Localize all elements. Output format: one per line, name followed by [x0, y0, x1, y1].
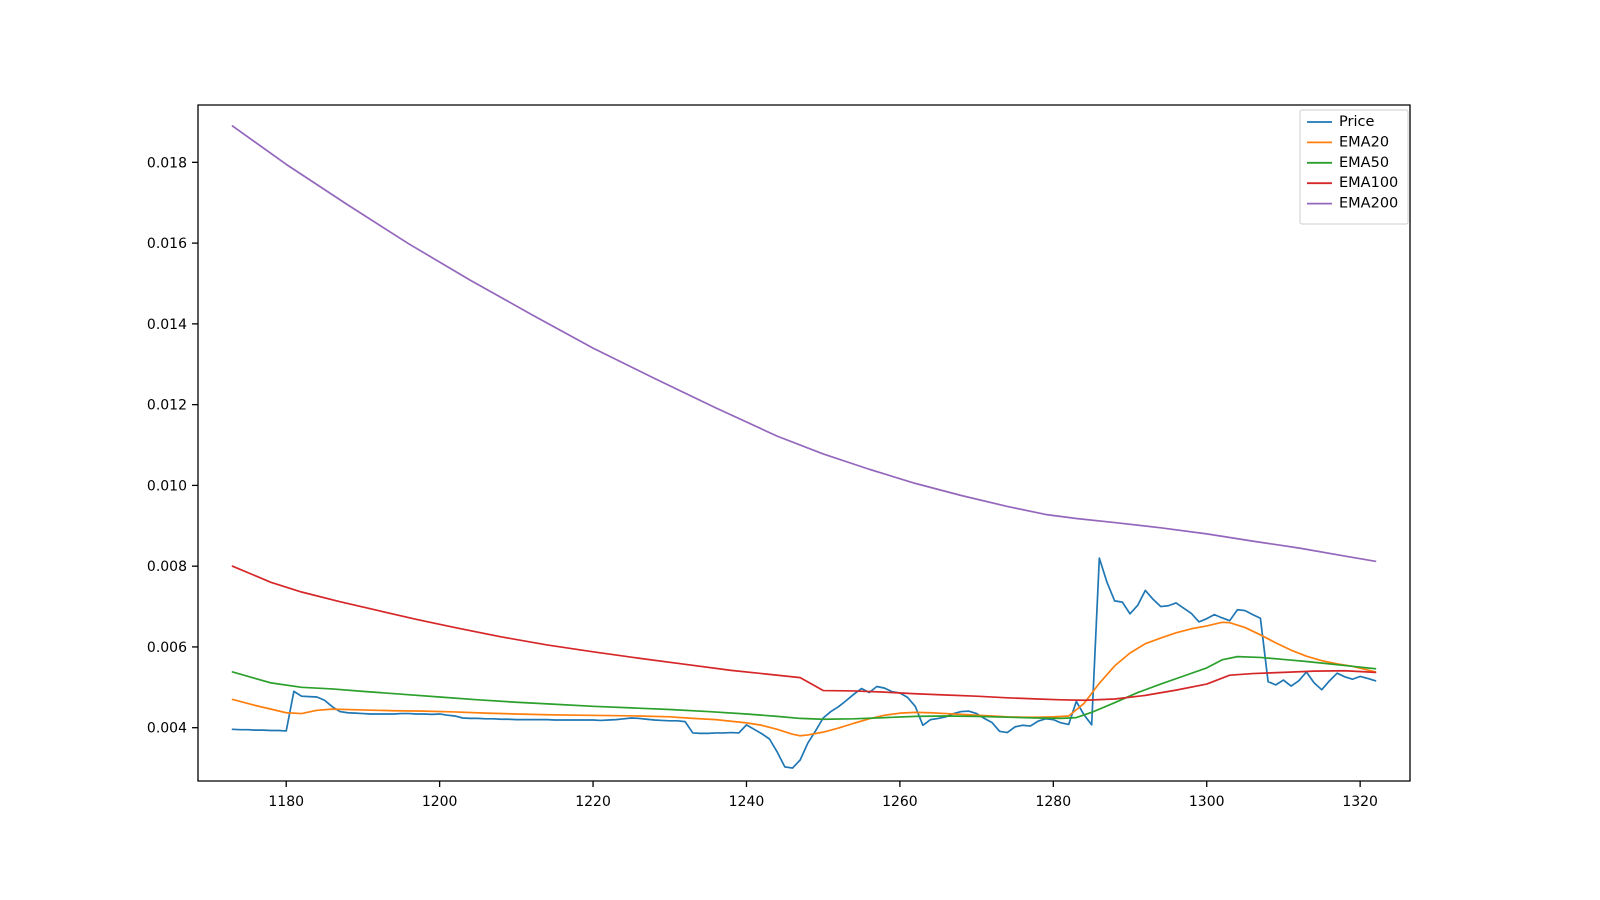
series-line-ema100 — [231, 565, 1377, 702]
y-tick-label: 0.014 — [147, 317, 187, 333]
axes-spines — [197, 104, 1411, 782]
data-series-group — [231, 125, 1377, 769]
series-line-ema20 — [231, 621, 1377, 737]
legend-label-ema50: EMA50 — [1339, 155, 1389, 171]
x-tick-label: 1280 — [1035, 794, 1071, 810]
legend-label-ema100: EMA100 — [1339, 175, 1398, 191]
y-tick-label: 0.018 — [147, 155, 187, 171]
series-line-price — [231, 557, 1377, 769]
y-tick-label: 0.010 — [147, 478, 187, 494]
x-tick-label: 1320 — [1342, 794, 1378, 810]
y-tick-label: 0.008 — [147, 559, 187, 575]
legend-background — [1299, 109, 1409, 225]
y-tick-label: 0.006 — [147, 640, 187, 656]
legend-label-ema200: EMA200 — [1339, 196, 1398, 212]
x-tick-label: 1260 — [882, 794, 918, 810]
x-tick-label: 1200 — [422, 794, 458, 810]
legend-label-price: Price — [1339, 114, 1374, 130]
legend-label-ema20: EMA20 — [1339, 134, 1389, 150]
axis-ticks: 0.004 0.006 0.008 0.010 0.012 0.014 0.016 0.018… — [147, 155, 1378, 810]
series-line-ema50 — [231, 655, 1377, 721]
chart-legend: Price EMA20 EMA50 EMA100 EMA200 — [1299, 109, 1409, 225]
y-tick-label: 0.004 — [147, 721, 187, 737]
y-tick-label: 0.012 — [147, 398, 187, 414]
y-tick-label: 0.016 — [147, 236, 187, 252]
x-tick-label: 1180 — [268, 794, 304, 810]
x-tick-label: 1300 — [1189, 794, 1225, 810]
series-line-ema200 — [231, 125, 1377, 563]
x-tick-label: 1220 — [575, 794, 611, 810]
plot-area — [197, 104, 1411, 782]
x-tick-label: 1240 — [729, 794, 765, 810]
